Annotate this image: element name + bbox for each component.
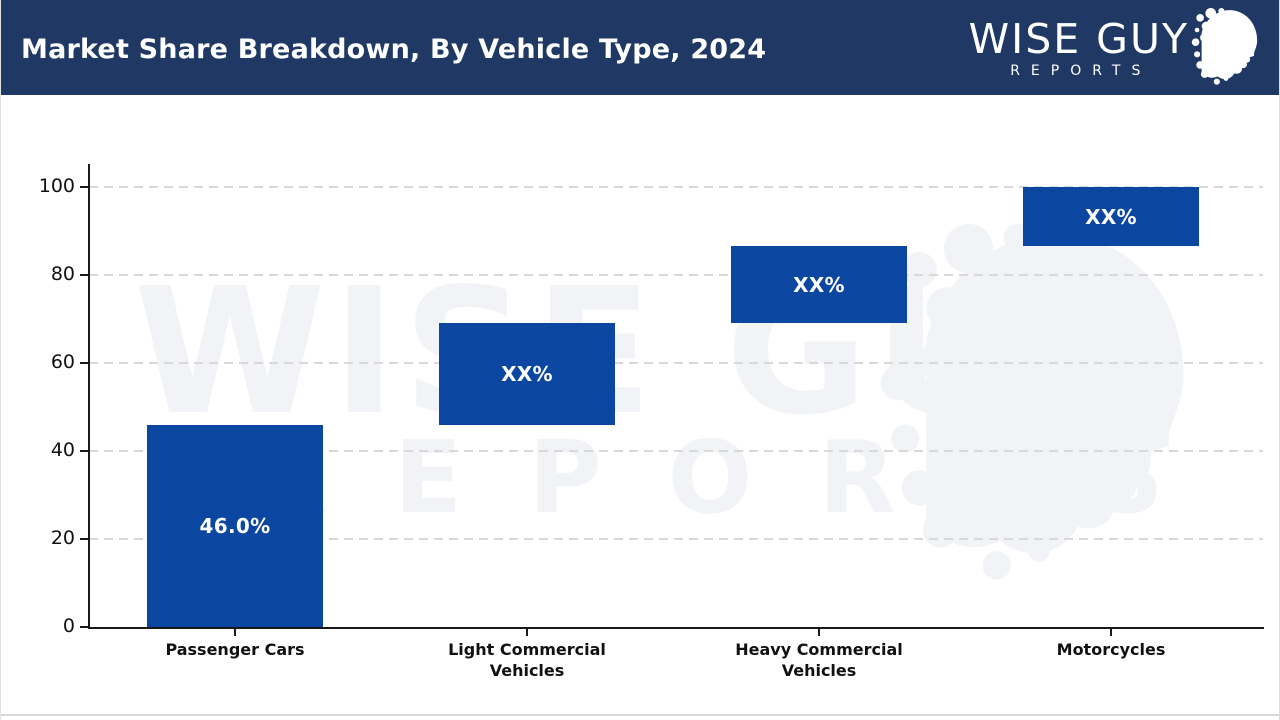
category-label-heavy-commercial-vehicles: Heavy Commercial Vehicles <box>699 639 939 681</box>
y-tick-label-60: 60 <box>50 351 75 373</box>
y-tick-label-80: 80 <box>50 263 75 285</box>
category-label-light-commercial-vehicles: Light Commercial Vehicles <box>407 639 647 681</box>
bar-heavy-commercial-vehicles: XX% <box>731 246 907 324</box>
header-band: Market Share Breakdown, By Vehicle Type,… <box>1 0 1279 95</box>
y-tick-20 <box>80 538 88 540</box>
category-label-passenger-cars: Passenger Cars <box>115 639 355 660</box>
bar-motorcycles: XX% <box>1023 187 1199 247</box>
category-label-motorcycles: Motorcycles <box>991 639 1231 660</box>
category-label-line: Vehicles <box>489 661 565 680</box>
y-tick-60 <box>80 362 88 364</box>
gridline-60 <box>89 362 1263 364</box>
bar-light-commercial-vehicles: XX% <box>439 323 615 425</box>
bar-value-label-light-commercial-vehicles: XX% <box>501 361 553 386</box>
y-tick-label-40: 40 <box>50 439 75 461</box>
y-axis-line <box>88 164 90 629</box>
category-label-line: Passenger Cars <box>165 640 305 659</box>
bar-passenger-cars: 46.0% <box>147 424 323 627</box>
chart-title: Market Share Breakdown, By Vehicle Type,… <box>21 34 767 65</box>
brand-head-icon <box>1191 7 1258 85</box>
brand-logo: WISE GUY REPORTS <box>969 7 1267 91</box>
category-label-line: Vehicles <box>781 661 857 680</box>
y-tick-100 <box>80 186 88 188</box>
category-label-line: Motorcycles <box>1056 640 1166 659</box>
gridline-40 <box>89 450 1263 452</box>
y-tick-40 <box>80 450 88 452</box>
gridline-100 <box>89 186 1263 188</box>
y-tick-label-20: 20 <box>50 527 75 549</box>
bottom-border <box>1 714 1279 716</box>
category-label-line: Heavy Commercial <box>735 640 903 659</box>
x-tick-light-commercial-vehicles <box>526 629 528 636</box>
x-tick-motorcycles <box>1110 629 1112 636</box>
bar-value-label-passenger-cars: 46.0% <box>199 513 271 538</box>
category-label-line: Light Commercial <box>448 640 606 659</box>
brand-subname: REPORTS <box>1010 62 1152 79</box>
bar-value-label-heavy-commercial-vehicles: XX% <box>793 272 845 297</box>
x-axis-line <box>88 627 1264 629</box>
y-tick-label-0: 0 <box>62 615 75 637</box>
bar-value-label-motorcycles: XX% <box>1085 204 1137 229</box>
y-tick-label-100: 100 <box>38 175 75 197</box>
x-tick-passenger-cars <box>234 629 236 636</box>
gridline-80 <box>89 274 1263 276</box>
watermark-head-icon <box>880 223 1184 580</box>
x-tick-heavy-commercial-vehicles <box>818 629 820 636</box>
brand-logo-text: WISE GUY REPORTS <box>968 14 1189 79</box>
y-tick-0 <box>80 626 88 628</box>
gridline-20 <box>89 538 1263 540</box>
y-tick-80 <box>80 274 88 276</box>
brand-name: WISE GUY <box>968 14 1189 63</box>
